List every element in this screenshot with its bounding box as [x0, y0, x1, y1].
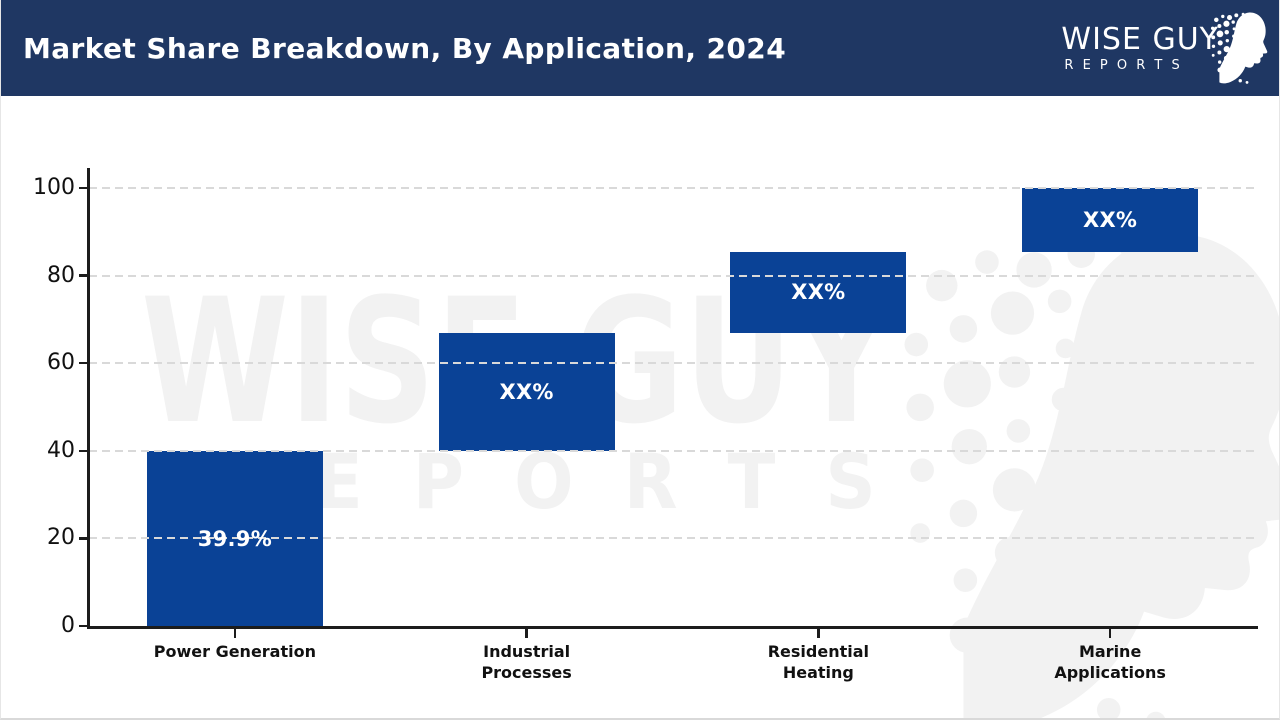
- page-title: Market Share Breakdown, By Application, …: [23, 31, 787, 65]
- gridline-80: [89, 274, 1256, 277]
- bar-value-label-power-generation: 39.9%: [197, 526, 273, 551]
- y-tick-label-20: 20: [47, 525, 75, 551]
- y-tick-label-60: 60: [47, 350, 75, 376]
- gridline-100: [89, 187, 1256, 189]
- x-axis-label-industrial-processes: Industrial Processes: [481, 642, 572, 683]
- y-tick-label-80: 80: [47, 262, 75, 288]
- x-tick-industrial-processes: [525, 628, 528, 638]
- x-axis-spine: [87, 626, 1258, 629]
- gridline-60: [89, 362, 1256, 365]
- bar-value-label-industrial-processes: XX%: [499, 380, 554, 405]
- y-axis-spine: [87, 168, 90, 629]
- bar-residential-heating: [730, 251, 907, 333]
- dotted-face-profile-icon: [1207, 8, 1269, 88]
- gridline-40: [89, 449, 1256, 452]
- header: Market Share Breakdown, By Application, …: [1, 0, 1279, 96]
- x-axis-label-residential-heating: Residential Heating: [767, 642, 870, 683]
- x-tick-power-generation: [233, 628, 237, 638]
- y-tick-60: [79, 361, 89, 365]
- gridline-20: [89, 537, 1256, 540]
- logo-wordmark: WISE GUY: [1061, 21, 1219, 57]
- logo-text: WISE GUY R E P O R T S: [1061, 21, 1219, 73]
- y-tick-label-0: 0: [61, 613, 75, 638]
- y-tick-label-40: 40: [47, 437, 75, 463]
- y-tick-100: [79, 186, 89, 190]
- bar-value-label-marine-applications: XX%: [1082, 207, 1138, 232]
- x-axis-label-power-generation: Power Generation: [153, 642, 316, 661]
- y-tick-20: [79, 537, 89, 540]
- wiseguy-logo: WISE GUY R E P O R T S: [1061, 8, 1269, 88]
- logo-subtext: R E P O R T S: [1064, 57, 1183, 73]
- y-tick-40: [79, 449, 89, 453]
- x-tick-marine-applications: [1108, 628, 1112, 638]
- x-axis-label-marine-applications: Marine Applications: [1054, 642, 1166, 683]
- y-tick-80: [79, 274, 89, 277]
- bar-value-label-residential-heating: XX%: [791, 280, 846, 305]
- y-tick-0: [79, 624, 89, 628]
- bar-industrial-processes: [438, 332, 615, 452]
- y-tick-label-100: 100: [33, 175, 75, 200]
- x-tick-residential-heating: [817, 628, 820, 638]
